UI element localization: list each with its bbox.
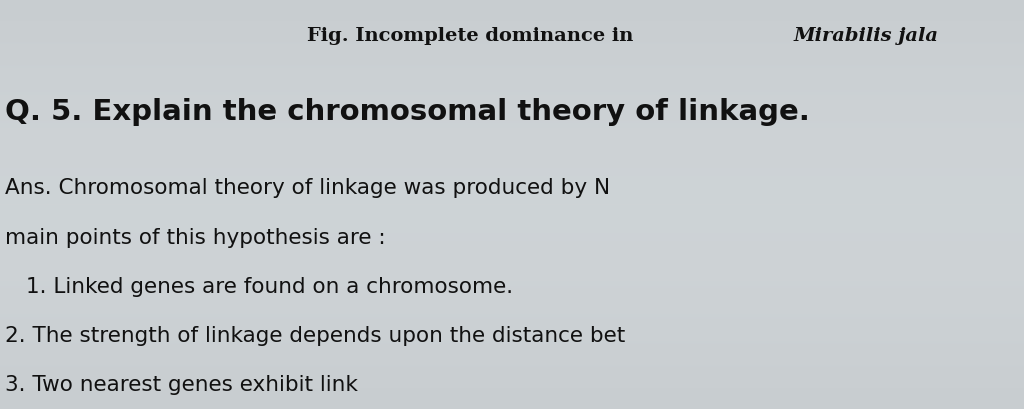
Text: 1. Linked genes are found on a chromosome.: 1. Linked genes are found on a chromosom… — [26, 276, 513, 296]
Text: Mirabilis jala: Mirabilis jala — [794, 27, 939, 45]
Text: 2. The strength of linkage depends upon the distance bet: 2. The strength of linkage depends upon … — [5, 325, 626, 345]
Text: Fig. Incomplete dominance in: Fig. Incomplete dominance in — [307, 27, 640, 45]
Text: Q. 5. Explain the chromosomal theory of linkage.: Q. 5. Explain the chromosomal theory of … — [5, 98, 810, 126]
Text: Ans. Chromosomal theory of linkage was produced by N: Ans. Chromosomal theory of linkage was p… — [5, 178, 610, 198]
Text: 3. Two nearest genes exhibit link: 3. Two nearest genes exhibit link — [5, 374, 358, 394]
Text: main points of this hypothesis are :: main points of this hypothesis are : — [5, 227, 386, 247]
